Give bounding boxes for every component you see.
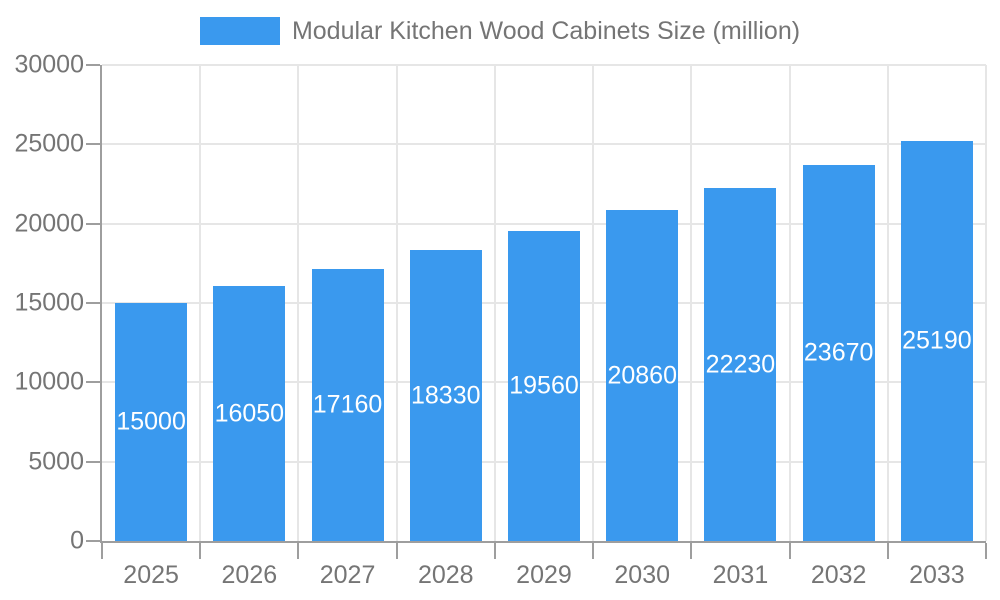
x-axis-tick	[886, 543, 889, 559]
gridline-vertical	[395, 65, 398, 541]
y-axis-line	[100, 65, 102, 543]
x-axis-tick	[297, 543, 300, 559]
x-axis-category-label: 2033	[909, 561, 965, 589]
bar[interactable]: 18330	[409, 250, 482, 541]
y-axis-tick	[86, 64, 100, 66]
bar[interactable]: 20860	[606, 210, 679, 541]
y-axis-tick-label: 25000	[14, 129, 84, 158]
x-axis-category-label: 2030	[614, 561, 671, 589]
x-axis-category-label: 2025	[123, 561, 179, 589]
x-axis-tick	[101, 543, 103, 559]
bar-value-label: 20860	[607, 361, 677, 390]
bar[interactable]: 25190	[900, 141, 973, 541]
gridline-vertical	[493, 65, 496, 541]
bar[interactable]: 23670	[802, 165, 875, 541]
gridline-horizontal	[102, 64, 986, 66]
legend[interactable]: Modular Kitchen Wood Cabinets Size (mill…	[0, 17, 1000, 45]
x-axis-category-label: 2028	[417, 561, 474, 589]
bar-value-label: 18330	[411, 381, 481, 410]
x-axis-category-label: 2031	[712, 561, 769, 589]
gridline-horizontal	[102, 222, 986, 225]
x-axis-tick	[788, 543, 791, 559]
y-axis-tick-label: 10000	[14, 367, 84, 396]
bar[interactable]: 15000	[115, 303, 188, 541]
bar-value-label: 17160	[312, 390, 383, 419]
bar[interactable]: 16050	[213, 286, 286, 541]
x-axis-tick	[985, 543, 987, 559]
legend-label: Modular Kitchen Wood Cabinets Size (mill…	[291, 17, 801, 45]
x-axis-category-label: 2029	[516, 561, 572, 589]
y-axis-tick	[86, 460, 100, 463]
gridline-vertical	[690, 65, 693, 541]
gridline-vertical	[592, 65, 595, 541]
bar[interactable]: 22230	[704, 188, 777, 541]
gridline-vertical	[788, 65, 791, 541]
y-axis-tick-label: 15000	[14, 288, 84, 317]
bar-value-label: 15000	[116, 407, 186, 436]
legend-swatch	[199, 17, 280, 45]
gridline-vertical	[886, 65, 889, 541]
x-axis-category-label: 2032	[810, 561, 867, 589]
plot-area: 0 5000 10000 15000 20000 25000 30000 15000 16050…	[14, 51, 987, 589]
bar-value-label: 19560	[509, 371, 579, 400]
y-axis-tick-label: 20000	[14, 209, 84, 238]
gridline-vertical	[199, 65, 202, 541]
y-axis-tick	[86, 381, 100, 384]
y-axis-tick	[86, 302, 100, 304]
bar-value-label: 22230	[705, 350, 776, 379]
y-axis-tick	[86, 540, 100, 542]
x-axis-tick	[690, 543, 693, 559]
x-axis-tick	[592, 543, 595, 559]
y-axis-tick	[86, 143, 100, 146]
bar-value-label: 25190	[902, 326, 972, 355]
x-axis-category-label: 2027	[319, 561, 376, 589]
bar[interactable]: 19560	[508, 230, 580, 541]
y-axis-tick	[86, 222, 100, 225]
x-axis-category-label: 2026	[221, 561, 278, 589]
bar-value-label: 23670	[803, 338, 874, 367]
x-axis-tick	[493, 543, 496, 559]
gridline-vertical	[985, 65, 987, 541]
gridline-horizontal	[102, 143, 986, 146]
x-axis-line	[100, 541, 986, 543]
bar-value-label: 16050	[214, 399, 285, 428]
x-axis-tick	[199, 543, 202, 559]
gridline-vertical	[297, 65, 300, 541]
bar[interactable]: 17160	[311, 268, 384, 541]
y-axis-tick-label: 0	[70, 526, 84, 555]
y-axis-tick-label: 30000	[14, 50, 84, 79]
y-axis-tick-label: 5000	[28, 447, 84, 476]
x-axis-tick	[395, 543, 398, 559]
